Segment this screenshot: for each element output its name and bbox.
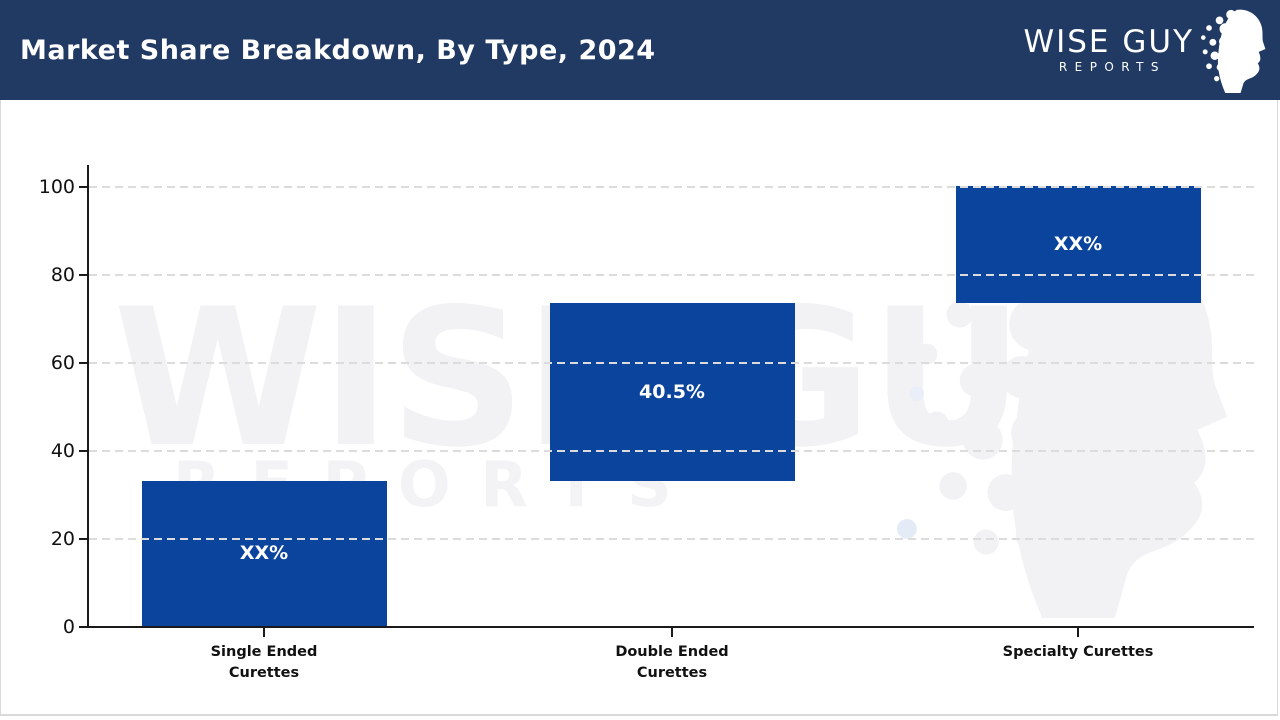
wise-guy-reports-logo: WISE GUY REPORTS — [1023, 0, 1266, 100]
y-tick-mark — [79, 626, 87, 628]
y-tick-label: 40 — [50, 440, 75, 462]
y-tick-mark — [79, 538, 87, 540]
y-tick-label: 60 — [50, 352, 75, 374]
gridline — [89, 186, 1254, 188]
chart-panel: WISE GUY REPORTS 0 20 40 60 80 100 XX% Single E… — [0, 100, 1278, 716]
logo-wordmark: WISE GUY — [1023, 23, 1194, 60]
x-category-label: Double Ended Curettes — [615, 644, 729, 682]
y-axis-line — [87, 165, 89, 628]
bar-value-label: 40.5% — [639, 380, 705, 403]
logo-text: WISE GUY REPORTS — [1023, 26, 1194, 75]
logo-head-icon — [1200, 9, 1266, 93]
x-category-label: Specialty Curettes — [1002, 644, 1154, 660]
logo-subtitle: REPORTS — [1058, 60, 1166, 75]
gridline — [89, 450, 1254, 452]
x-tick-mark — [1077, 628, 1079, 637]
x-tick-mark — [263, 628, 265, 637]
gridline — [89, 274, 1254, 276]
x-tick-mark — [671, 628, 673, 637]
y-tick-label: 0 — [62, 616, 75, 638]
bar-value-label: XX% — [1053, 233, 1103, 256]
y-tick-mark — [79, 362, 87, 364]
y-tick-label: 20 — [50, 528, 75, 550]
waterfall-bar — [141, 480, 387, 626]
gridline — [89, 362, 1254, 364]
y-tick-mark — [79, 186, 87, 188]
page-title: Market Share Breakdown, By Type, 2024 — [20, 34, 656, 66]
y-tick-label: 80 — [50, 264, 75, 286]
gridline — [89, 538, 1254, 540]
x-axis-line — [87, 626, 1254, 628]
y-tick-label: 100 — [38, 176, 75, 198]
bar-value-label: XX% — [239, 542, 289, 565]
header-bar: Market Share Breakdown, By Type, 2024 WI… — [0, 0, 1280, 100]
x-category-label: Single Ended Curettes — [210, 644, 318, 682]
y-tick-mark — [79, 450, 87, 452]
y-tick-mark — [79, 274, 87, 276]
